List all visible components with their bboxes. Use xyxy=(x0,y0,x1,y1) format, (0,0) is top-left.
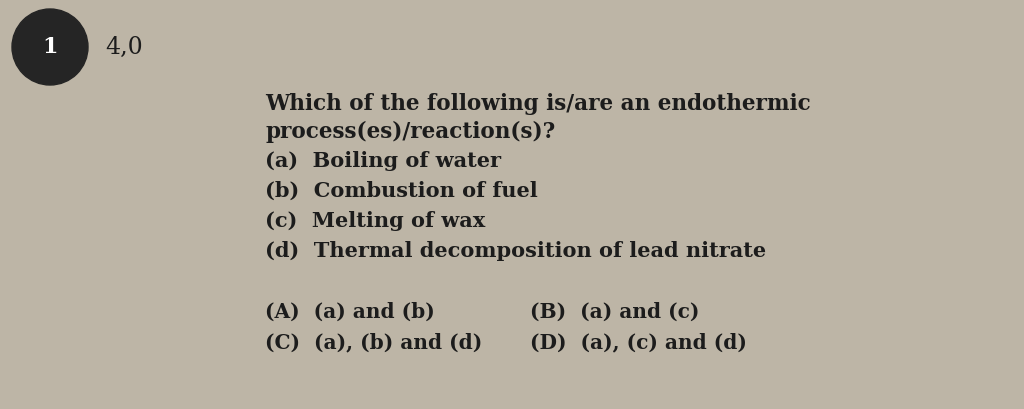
Text: (d)  Thermal decomposition of lead nitrate: (d) Thermal decomposition of lead nitrat… xyxy=(265,241,766,261)
Text: (a)  Boiling of water: (a) Boiling of water xyxy=(265,151,501,171)
Text: (b)  Combustion of fuel: (b) Combustion of fuel xyxy=(265,181,538,201)
Text: process(es)/reaction(s)?: process(es)/reaction(s)? xyxy=(265,121,555,143)
Ellipse shape xyxy=(12,9,88,85)
Text: (C)  (a), (b) and (d): (C) (a), (b) and (d) xyxy=(265,332,482,352)
Text: (A)  (a) and (b): (A) (a) and (b) xyxy=(265,302,435,322)
Text: (B)  (a) and (c): (B) (a) and (c) xyxy=(530,302,699,322)
Text: (D)  (a), (c) and (d): (D) (a), (c) and (d) xyxy=(530,332,746,352)
Text: Which of the following is/are an endothermic: Which of the following is/are an endothe… xyxy=(265,93,811,115)
Text: 1: 1 xyxy=(42,36,57,58)
Text: (c)  Melting of wax: (c) Melting of wax xyxy=(265,211,485,231)
Text: 4,0: 4,0 xyxy=(105,36,142,58)
